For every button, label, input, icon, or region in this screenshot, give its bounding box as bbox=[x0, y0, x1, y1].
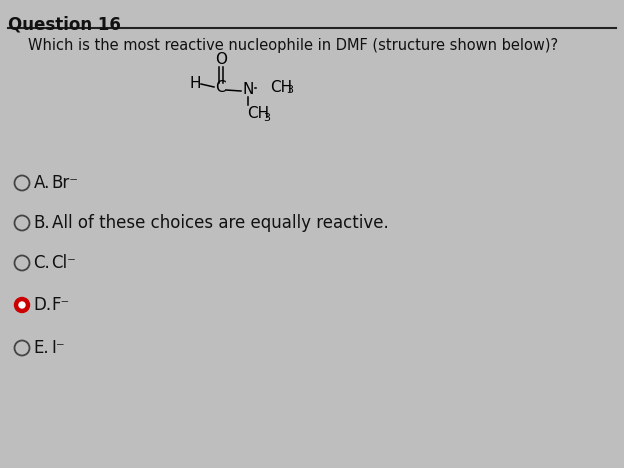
Text: CH: CH bbox=[247, 107, 269, 122]
Circle shape bbox=[19, 302, 25, 308]
Text: F⁻: F⁻ bbox=[52, 296, 70, 314]
Text: 3: 3 bbox=[263, 113, 270, 123]
Text: A.: A. bbox=[34, 174, 50, 192]
Text: C: C bbox=[215, 80, 225, 95]
Text: H: H bbox=[189, 75, 201, 90]
Text: CH: CH bbox=[270, 80, 292, 95]
Text: Cl⁻: Cl⁻ bbox=[52, 254, 76, 272]
Text: 3: 3 bbox=[286, 85, 293, 95]
Text: C.: C. bbox=[34, 254, 51, 272]
Circle shape bbox=[14, 298, 29, 313]
Text: E.: E. bbox=[34, 339, 49, 357]
Text: N: N bbox=[242, 82, 254, 97]
Text: I⁻: I⁻ bbox=[52, 339, 65, 357]
Text: O: O bbox=[215, 52, 227, 67]
Text: Question 16: Question 16 bbox=[8, 16, 121, 34]
Text: B.: B. bbox=[34, 214, 50, 232]
Text: D.: D. bbox=[34, 296, 52, 314]
Text: Which is the most reactive nucleophile in DMF (structure shown below)?: Which is the most reactive nucleophile i… bbox=[28, 38, 558, 53]
Text: All of these choices are equally reactive.: All of these choices are equally reactiv… bbox=[52, 214, 388, 232]
Text: Br⁻: Br⁻ bbox=[52, 174, 79, 192]
